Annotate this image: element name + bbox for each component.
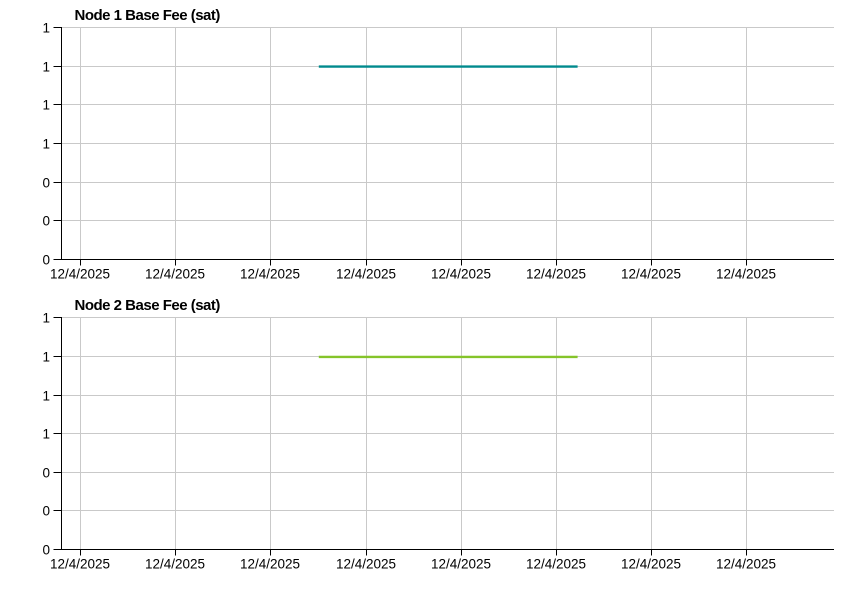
svg-text:1: 1 xyxy=(42,388,50,403)
svg-text:0: 0 xyxy=(42,175,50,190)
svg-text:12/4/2025: 12/4/2025 xyxy=(431,557,491,572)
svg-text:1: 1 xyxy=(42,20,50,35)
svg-text:Node 1 Base Fee (sat): Node 1 Base Fee (sat) xyxy=(75,7,221,24)
svg-text:12/4/2025: 12/4/2025 xyxy=(240,267,300,282)
svg-text:0: 0 xyxy=(42,465,50,480)
svg-text:12/4/2025: 12/4/2025 xyxy=(716,557,776,572)
svg-text:12/4/2025: 12/4/2025 xyxy=(240,557,300,572)
svg-text:12/4/2025: 12/4/2025 xyxy=(431,267,491,282)
svg-text:1: 1 xyxy=(42,310,50,325)
svg-text:1: 1 xyxy=(42,349,50,364)
svg-text:12/4/2025: 12/4/2025 xyxy=(50,267,110,282)
svg-text:0: 0 xyxy=(42,503,50,518)
svg-text:12/4/2025: 12/4/2025 xyxy=(145,267,205,282)
svg-text:12/4/2025: 12/4/2025 xyxy=(145,557,205,572)
svg-text:12/4/2025: 12/4/2025 xyxy=(526,267,586,282)
svg-text:1: 1 xyxy=(42,136,50,151)
svg-text:Node 2 Base Fee (sat): Node 2 Base Fee (sat) xyxy=(75,297,221,314)
svg-text:0: 0 xyxy=(42,213,50,228)
svg-text:1: 1 xyxy=(42,426,50,441)
svg-text:12/4/2025: 12/4/2025 xyxy=(50,557,110,572)
svg-text:12/4/2025: 12/4/2025 xyxy=(526,557,586,572)
svg-text:1: 1 xyxy=(42,97,50,112)
svg-text:12/4/2025: 12/4/2025 xyxy=(621,557,681,572)
svg-text:12/4/2025: 12/4/2025 xyxy=(621,267,681,282)
svg-text:12/4/2025: 12/4/2025 xyxy=(336,557,396,572)
svg-text:12/4/2025: 12/4/2025 xyxy=(336,267,396,282)
svg-text:12/4/2025: 12/4/2025 xyxy=(716,267,776,282)
svg-text:1: 1 xyxy=(42,59,50,74)
svg-text:0: 0 xyxy=(42,252,50,267)
svg-text:0: 0 xyxy=(42,542,50,557)
